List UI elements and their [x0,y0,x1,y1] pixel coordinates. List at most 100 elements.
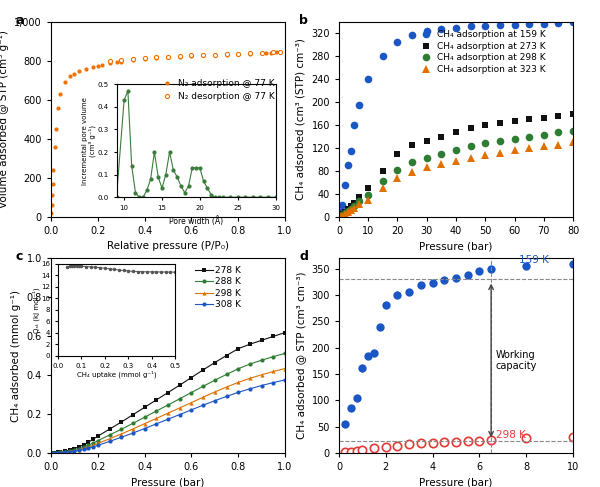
Y-axis label: CH₄ adsorbed @ STP (cm³ cm⁻³): CH₄ adsorbed @ STP (cm³ cm⁻³) [296,272,306,439]
CH₄ adsorption at 298 K [467,143,474,149]
308 K [281,377,289,383]
N₂ desorption @ 77 K [247,51,254,56]
278 K [52,450,59,455]
278 K [50,450,57,456]
308 K [247,386,254,392]
298 K [164,410,172,416]
298 K [199,394,206,400]
CH₄ adsorption at 273 K [511,118,518,124]
278 K [118,419,125,425]
N₂ adsorption @ 77 K [57,91,64,97]
CH₄ adsorption at 159 K [511,22,518,28]
308 K [235,390,242,395]
288 K [270,354,277,359]
288 K [258,357,265,363]
CH₄ adsorption at 159 K [341,182,349,188]
CH₄ adsorption at 273 K [337,213,344,219]
N₂ adsorption @ 77 K [49,202,56,208]
308 K [85,445,92,451]
308 K [152,421,160,427]
N₂ adsorption @ 77 K [268,50,275,56]
278 K [66,447,73,453]
298 K [211,389,218,395]
N₂ desorption @ 77 K [235,51,242,57]
308 K [270,380,277,386]
N₂ adsorption @ 77 K [71,71,78,76]
308 K [94,442,101,448]
308 K [61,449,68,455]
298 K [66,449,73,454]
278 K [89,436,97,442]
CH₄ adsorption at 159 K [356,102,363,108]
CH₄ adsorption at 159 K [338,202,346,208]
308 K [76,448,83,453]
N₂ desorption @ 77 K [106,58,113,64]
Line: CH₄ adsorption at 298 K: CH₄ adsorption at 298 K [337,127,577,220]
298 K [281,366,289,372]
N₂ adsorption @ 77 K [99,62,106,68]
298 K [141,421,148,427]
298 K [247,375,254,381]
CH₄ adsorption at 323 K [350,205,357,211]
288 K [85,442,92,448]
CH₄ adsorption at 273 K [452,129,460,135]
308 K [258,383,265,389]
308 K [55,450,62,456]
Line: 308 K: 308 K [51,378,287,455]
278 K [80,442,88,448]
278 K [76,444,83,450]
N₂ adsorption @ 77 K [188,53,195,59]
CH₄ adsorption at 298 K [344,208,352,214]
278 K [281,330,289,336]
CH₄ adsorption at 273 K [482,122,489,128]
278 K [141,404,148,410]
288 K [188,390,195,395]
288 K [66,448,73,454]
278 K [247,341,254,347]
CH₄ adsorption at 273 K [365,185,372,191]
288 K [50,450,57,456]
CH₄ adsorption at 159 K [526,21,533,27]
CH₄ adsorption at 273 K [438,133,445,139]
308 K [130,430,137,436]
298 K [50,450,57,456]
298 K [176,405,184,411]
278 K [57,449,64,455]
N₂ adsorption @ 77 K [113,59,120,65]
CH₄ adsorption at 273 K [467,125,474,131]
N₂ adsorption @ 77 K [199,53,206,58]
298 K [89,442,97,448]
X-axis label: Pressure (bar): Pressure (bar) [419,241,493,251]
N₂ adsorption @ 77 K [130,57,137,63]
288 K [89,440,97,446]
288 K [52,450,59,456]
308 K [188,407,195,413]
N₂ adsorption @ 77 K [258,51,265,56]
N₂ adsorption @ 77 K [235,51,242,57]
288 K [223,372,230,377]
Text: d: d [299,250,308,263]
CH₄ adsorption at 298 K [540,132,547,138]
CH₄ adsorption at 159 K [394,39,401,45]
N₂ desorption @ 77 K [199,52,206,58]
CH₄ adsorption at 159 K [409,32,416,37]
CH₄ adsorption at 273 K [344,206,352,212]
CH₄ adsorption at 159 K [555,20,562,26]
CH₄ adsorption at 298 K [337,213,344,219]
N₂ adsorption @ 77 K [176,54,184,59]
Line: CH₄ adsorption at 273 K: CH₄ adsorption at 273 K [337,110,577,219]
CH₄ adsorption at 273 K [423,138,430,144]
298 K [52,450,59,456]
288 K [57,449,64,455]
CH₄ adsorption at 298 K [350,203,357,209]
CH₄ adsorption at 323 K [379,185,386,191]
308 K [66,449,73,455]
288 K [281,351,289,356]
CH₄ adsorption at 273 K [379,168,386,174]
308 K [199,402,206,408]
Legend: N₂ adsorption @ 77 K, N₂ desorption @ 77 K: N₂ adsorption @ 77 K, N₂ desorption @ 77… [154,75,278,105]
N₂ adsorption @ 77 K [76,68,83,74]
CH₄ adsorption at 159 K [336,213,343,219]
298 K [130,426,137,432]
288 K [80,444,88,450]
